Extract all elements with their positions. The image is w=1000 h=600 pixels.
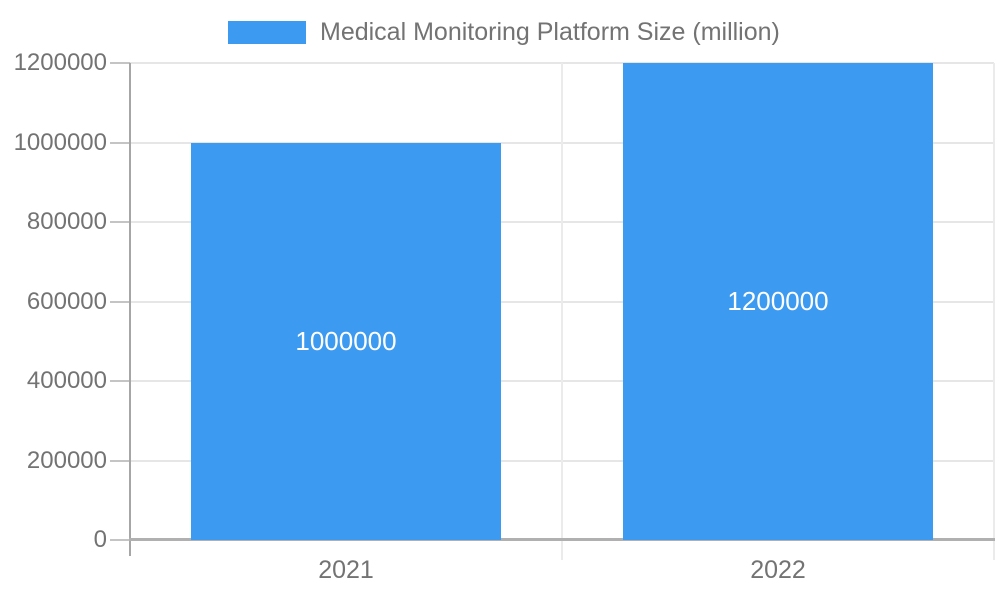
y-axis-tick [110,459,130,462]
y-tick-label: 400000 [26,367,107,394]
band-gridline [561,63,563,560]
y-axis-tick [110,300,130,303]
bar-value-label: 1000000 [295,325,397,356]
chart-legend: Medical Monitoring Platform Size (millio… [228,10,780,55]
bar: 1000000 [191,142,501,540]
y-axis-tick [110,539,130,541]
y-tick-label: 600000 [26,287,107,315]
legend-swatch [228,21,306,44]
y-axis-tick [110,141,130,144]
y-axis-tick [110,221,130,223]
y-axis-line [129,63,131,556]
x-tick-label: 2022 [750,556,806,584]
y-tick-label: 200000 [26,446,107,474]
band-gridline [993,63,995,560]
x-tick-label: 2021 [318,556,374,584]
y-axis-tick [110,380,130,382]
y-tick-label: 0 [93,526,107,553]
bar: 1200000 [623,63,933,540]
bar-value-label: 1200000 [727,286,829,316]
legend-label: Medical Monitoring Platform Size (millio… [320,18,780,46]
x-axis-baseline [129,538,995,541]
y-axis-tick [110,62,130,64]
y-tick-label: 1200000 [13,49,107,76]
y-tick-label: 800000 [26,208,107,235]
y-tick-label: 1000000 [13,128,107,156]
